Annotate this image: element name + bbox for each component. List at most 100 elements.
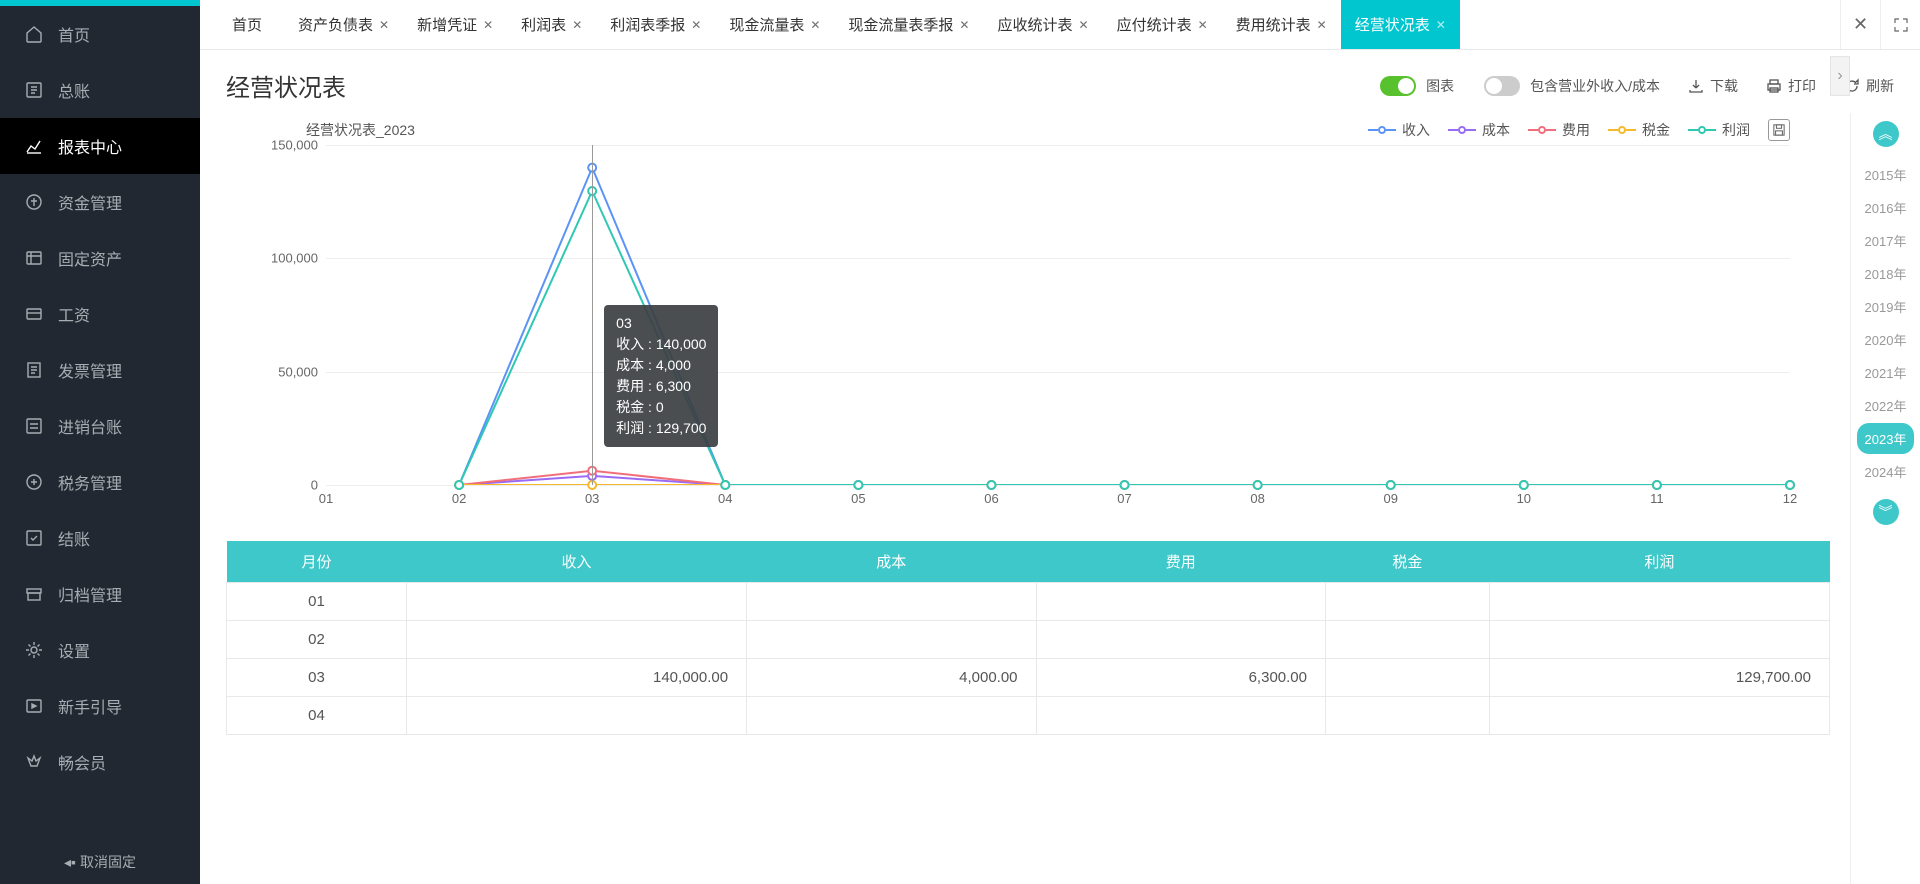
unpin-button[interactable]: ◂▪ 取消固定 [0, 840, 200, 884]
tab-1[interactable]: 新增凭证 ✕ [403, 0, 507, 49]
sidebar-item-salary[interactable]: 工资 [0, 286, 200, 342]
sidebar-item-archive[interactable]: 归档管理 [0, 566, 200, 622]
cell [1325, 621, 1489, 659]
tab-label: 费用统计表 [1236, 14, 1311, 35]
download-button[interactable]: 下载 [1688, 76, 1738, 96]
sidebar-item-report[interactable]: 报表中心 [0, 118, 200, 174]
table-row: 04 [227, 697, 1830, 735]
tab-0[interactable]: 资产负债表✕ [284, 0, 403, 49]
table-header: 收入 [407, 541, 747, 583]
sidebar-item-close[interactable]: 结账 [0, 510, 200, 566]
tab-3[interactable]: 利润表季报 ✕ [596, 0, 715, 49]
tab-close-icon[interactable]: ✕ [483, 18, 493, 32]
legend-item[interactable]: 费用 [1528, 120, 1590, 140]
fullscreen-icon[interactable] [1880, 0, 1920, 49]
table-row: 01 [227, 583, 1830, 621]
content: 经营状况表_2023 收入成本费用税金利润 050,000100,000150,… [200, 113, 1920, 884]
tab-home[interactable]: 首页 [210, 0, 284, 49]
tab-close-icon[interactable]: ✕ [810, 18, 820, 32]
sidebar-item-gear[interactable]: 设置 [0, 622, 200, 678]
cell [1325, 697, 1489, 735]
tab-close-icon[interactable]: ✕ [1436, 18, 1446, 32]
legend-item[interactable]: 利润 [1688, 120, 1750, 140]
sidebar: 首页总账报表中心资金管理固定资产工资发票管理进销台账税务管理结账归档管理设置新手… [0, 0, 200, 884]
cell [1489, 697, 1829, 735]
salary-icon [24, 304, 44, 324]
cell-month: 03 [227, 659, 407, 697]
toggle-chart[interactable] [1380, 76, 1416, 96]
tab-close-icon[interactable]: ✕ [1079, 18, 1089, 32]
sidebar-item-guide[interactable]: 新手引导 [0, 678, 200, 734]
cell [747, 621, 1036, 659]
year-down-icon[interactable]: ︾ [1873, 499, 1899, 525]
content-main: 经营状况表_2023 收入成本费用税金利润 050,000100,000150,… [200, 113, 1850, 884]
x-tick: 08 [1250, 491, 1264, 506]
legend-item[interactable]: 收入 [1368, 120, 1430, 140]
tab-close-all-icon[interactable]: ✕ [1840, 0, 1880, 49]
table-header: 月份 [227, 541, 407, 583]
sidebar-item-invoice[interactable]: 发票管理 [0, 342, 200, 398]
cell: 6,300.00 [1036, 659, 1325, 697]
unpin-label: 取消固定 [80, 852, 136, 872]
tab-label: 应收统计表 [997, 14, 1072, 35]
tab-6[interactable]: 应收统计表 ✕ [983, 0, 1102, 49]
year-item[interactable]: 2023年 [1857, 423, 1915, 454]
archive-icon [24, 584, 44, 604]
x-tick: 05 [851, 491, 865, 506]
tab-8[interactable]: 费用统计表 ✕ [1222, 0, 1341, 49]
tab-4[interactable]: 现金流量表✕ [715, 0, 834, 49]
tab-close-icon[interactable]: ✕ [1317, 18, 1327, 32]
sidebar-item-fund[interactable]: 资金管理 [0, 174, 200, 230]
year-item[interactable]: 2016年 [1857, 192, 1915, 223]
sidebar-item-label: 总账 [58, 78, 90, 102]
cell: 140,000.00 [407, 659, 747, 697]
tab-9[interactable]: 经营状况表✕ [1341, 0, 1460, 49]
sidebar-item-home[interactable]: 首页 [0, 6, 200, 62]
year-item[interactable]: 2021年 [1857, 357, 1915, 388]
year-item[interactable]: 2024年 [1857, 456, 1915, 487]
legend-item[interactable]: 成本 [1448, 120, 1510, 140]
year-item[interactable]: 2015年 [1857, 159, 1915, 190]
year-up-icon[interactable]: ︽ [1873, 121, 1899, 147]
tab-label: 新增凭证 [417, 14, 477, 35]
sidebar-item-ledger[interactable]: 总账 [0, 62, 200, 118]
refresh-button[interactable]: 刷新 [1844, 76, 1894, 96]
sidebar-item-tax[interactable]: 税务管理 [0, 454, 200, 510]
legend-label: 费用 [1562, 120, 1590, 140]
year-item[interactable]: 2022年 [1857, 390, 1915, 421]
year-item[interactable]: 2020年 [1857, 324, 1915, 355]
tab-close-icon[interactable]: ✕ [379, 18, 389, 32]
print-button[interactable]: 打印 [1766, 76, 1816, 96]
year-item[interactable]: 2017年 [1857, 225, 1915, 256]
cell [407, 583, 747, 621]
cell [747, 583, 1036, 621]
sidebar-item-label: 归档管理 [58, 582, 122, 606]
sidebar-item-inout[interactable]: 进销台账 [0, 398, 200, 454]
tab-label: 利润表季报 [610, 14, 685, 35]
sidebar-item-label: 固定资产 [58, 246, 122, 270]
tab-5[interactable]: 现金流量表季报✕ [834, 0, 983, 49]
year-item[interactable]: 2018年 [1857, 258, 1915, 289]
cell [1036, 697, 1325, 735]
cell: 129,700.00 [1489, 659, 1829, 697]
legend-item[interactable]: 税金 [1608, 120, 1670, 140]
invoice-icon [24, 360, 44, 380]
x-tick: 09 [1383, 491, 1397, 506]
cell-month: 04 [227, 697, 407, 735]
tab-close-icon[interactable]: ✕ [1198, 18, 1208, 32]
toggle-other-income[interactable] [1484, 76, 1520, 96]
unpin-icon: ◂▪ [64, 854, 76, 871]
tab-close-icon[interactable]: ✕ [691, 18, 701, 32]
sidebar-item-vip[interactable]: 畅会员 [0, 734, 200, 790]
year-item[interactable]: 2019年 [1857, 291, 1915, 322]
legend-label: 收入 [1402, 120, 1430, 140]
cell [1489, 621, 1829, 659]
fund-icon [24, 192, 44, 212]
tab-7[interactable]: 应付统计表✕ [1103, 0, 1222, 49]
main: 首页 资产负债表✕新增凭证✕利润表✕利润表季报✕现金流量表✕现金流量表季报✕应收… [200, 0, 1920, 884]
chart-save-icon[interactable] [1768, 119, 1790, 141]
tab-2[interactable]: 利润表✕ [507, 0, 596, 49]
tab-close-icon[interactable]: ✕ [959, 18, 969, 32]
tab-close-icon[interactable]: ✕ [572, 18, 582, 32]
sidebar-item-asset[interactable]: 固定资产 [0, 230, 200, 286]
